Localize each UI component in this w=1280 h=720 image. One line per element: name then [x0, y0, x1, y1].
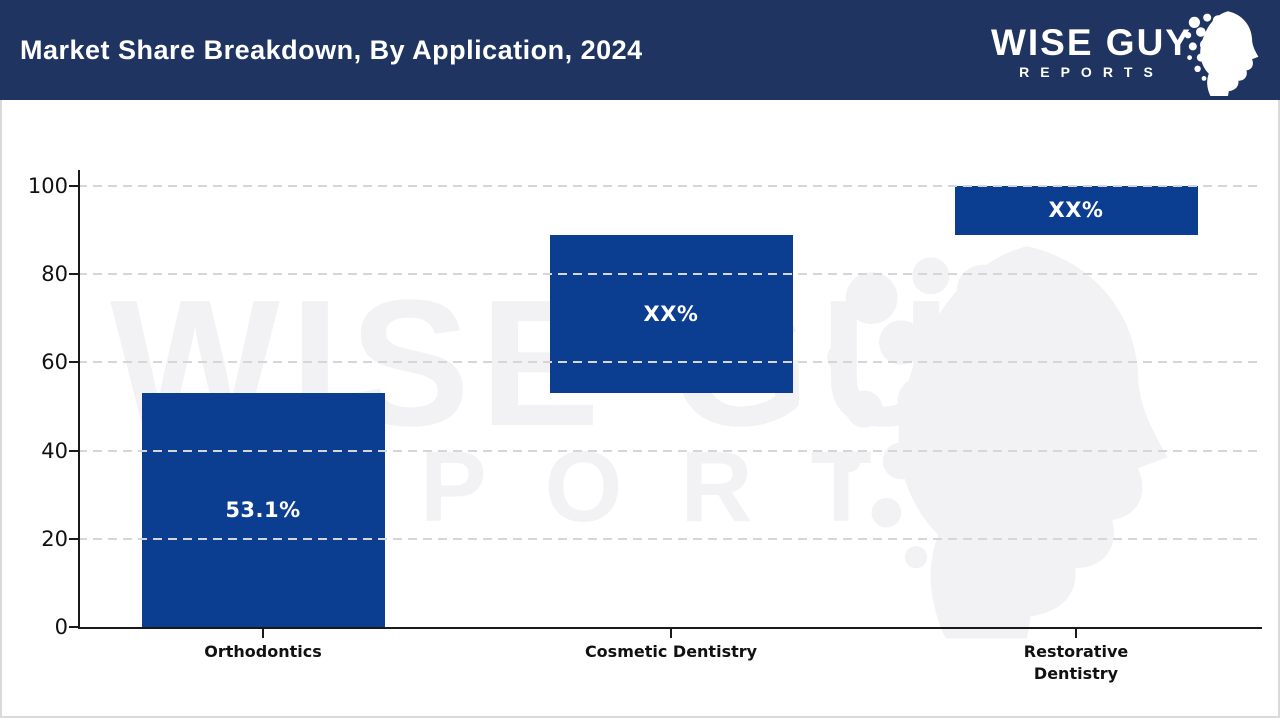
- gridline-y40: [78, 449, 1262, 452]
- bar-value-label-orthodontics: 53.1%: [225, 497, 301, 522]
- ytick-label-40: 40: [41, 438, 68, 463]
- ytick-label-20: 20: [41, 526, 68, 551]
- xtick-mark-orthodontics: [262, 629, 264, 638]
- ytick-label-80: 80: [41, 262, 68, 287]
- ytick-mark-60: [69, 361, 78, 364]
- ytick-label-0: 0: [54, 615, 68, 639]
- watermark-head-icon: [827, 246, 1168, 639]
- xtick-label-cosmetic-dentistry: Cosmetic Dentistry: [584, 642, 758, 661]
- page-title: Market Share Breakdown, By Application, …: [20, 34, 643, 65]
- ytick-mark-80: [69, 273, 78, 276]
- gridline-y100: [78, 185, 1262, 187]
- logo-wordmark: WISE GUY: [990, 21, 1192, 63]
- header-bar: Market Share Breakdown, By Application, …: [0, 0, 1280, 100]
- xtick-mark-restorative-dentistry: [1075, 629, 1077, 638]
- y-axis-line: [78, 170, 80, 629]
- bar-value-label-cosmetic-dentistry: XX%: [643, 301, 699, 326]
- xtick-label-orthodontics: Orthodontics: [204, 642, 322, 661]
- wiseguy-logo-text: WISE GUY REPORTS: [990, 21, 1192, 81]
- bar-cosmetic-dentistry: XX%: [549, 234, 793, 393]
- gridline-y60: [78, 361, 1262, 364]
- chart-area: WISE GUY REPORTS 0 20 40 60 80 100 53.1% XX% XX%…: [0, 100, 1280, 720]
- gridline-y20: [78, 537, 1262, 540]
- wiseguy-logo: WISE GUY REPORTS: [991, 8, 1262, 96]
- wiseguy-head-icon: [1184, 11, 1259, 96]
- ytick-label-100: 100: [27, 174, 68, 198]
- ytick-mark-0: [69, 626, 78, 628]
- ytick-mark-100: [69, 185, 78, 187]
- bar-orthodontics: 53.1%: [141, 392, 385, 627]
- ytick-label-60: 60: [41, 350, 68, 375]
- xtick-mark-cosmetic-dentistry: [670, 629, 672, 638]
- logo-subtitle: REPORTS: [1019, 64, 1164, 81]
- bar-restorative-dentistry: XX%: [954, 186, 1198, 235]
- ytick-mark-40: [69, 449, 78, 452]
- xtick-label-restorative-dentistry: Restorative Dentistry: [1023, 642, 1129, 683]
- ytick-mark-20: [69, 537, 78, 540]
- x-axis-line: [78, 627, 1262, 629]
- gridline-y80: [78, 273, 1262, 276]
- bar-value-label-restorative-dentistry: XX%: [1048, 198, 1104, 223]
